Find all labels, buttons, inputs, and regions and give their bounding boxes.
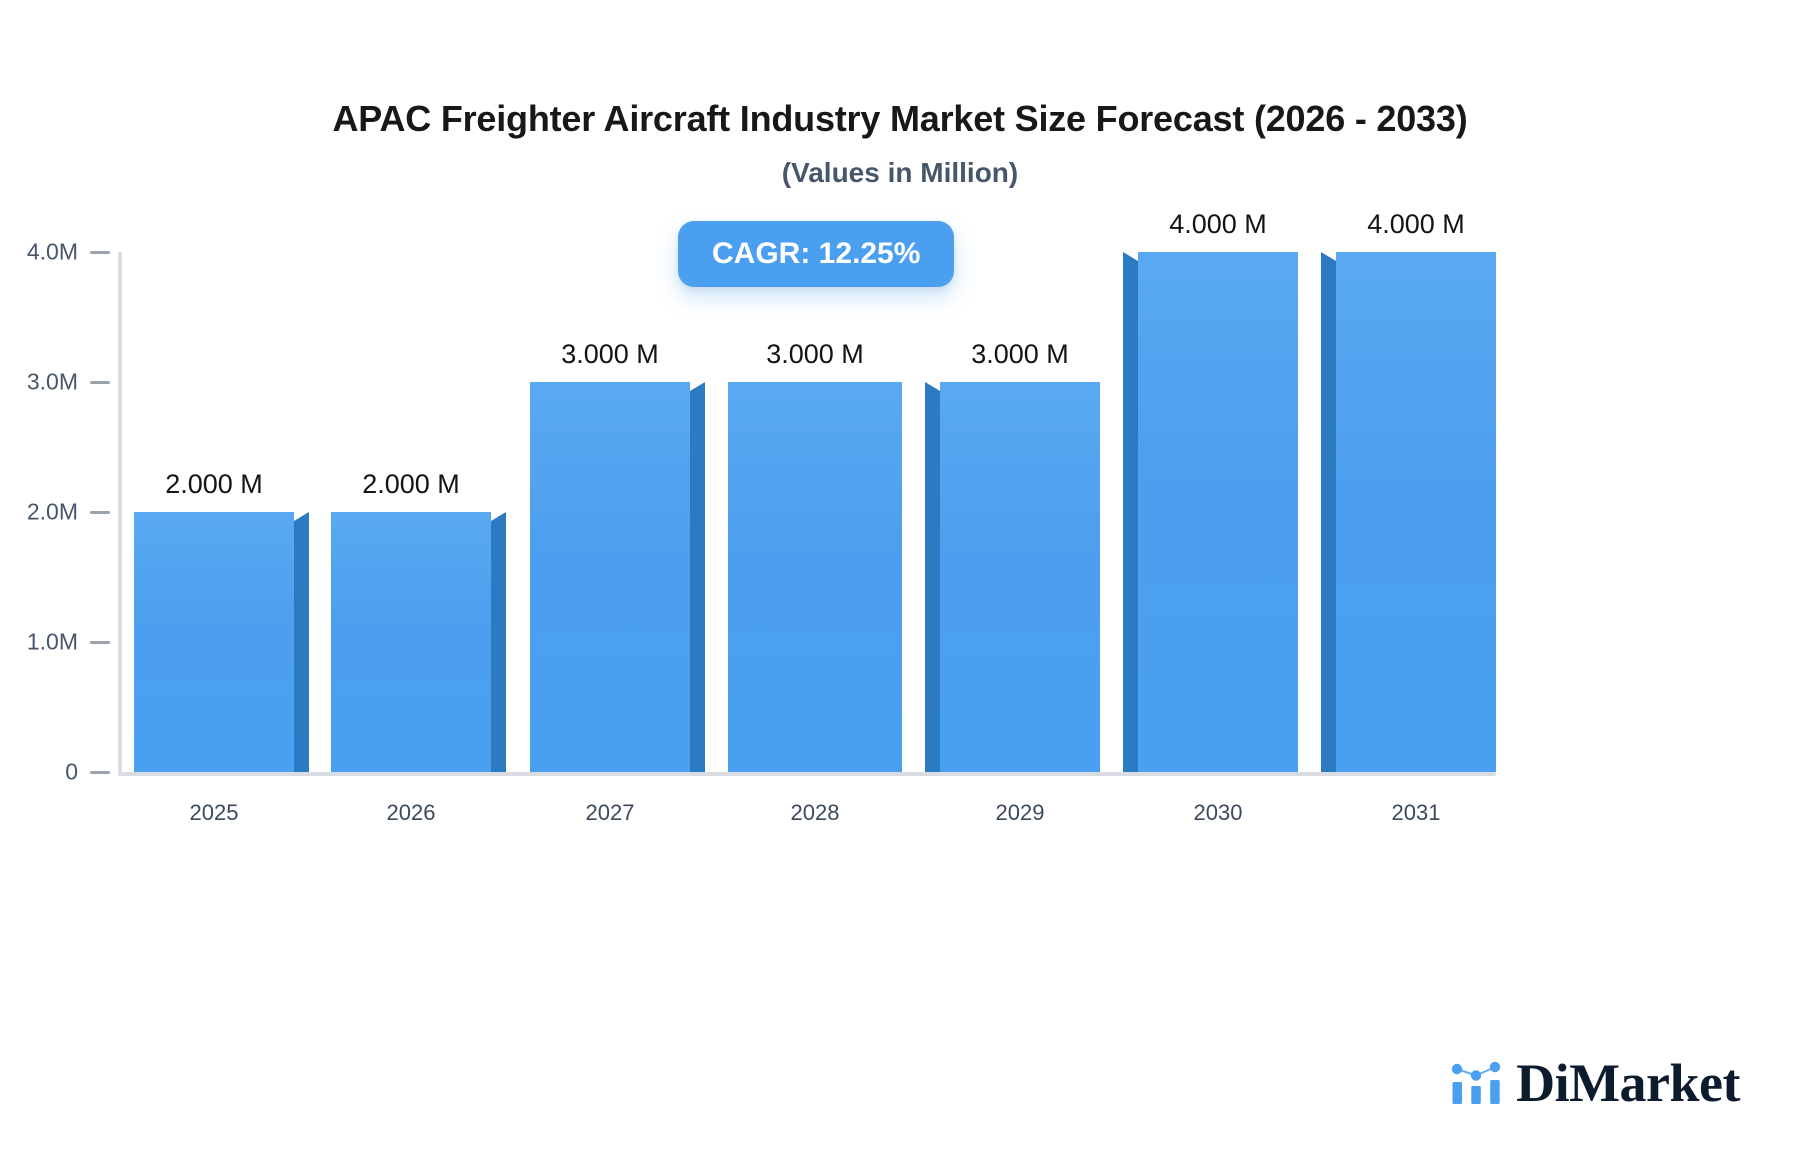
- bar-side-face: [925, 382, 940, 772]
- bar-2031[interactable]: 4.000 M: [1321, 209, 1496, 772]
- cagr-badge: CAGR: 12.25%: [678, 221, 955, 287]
- x-axis-label-2029: 2029: [995, 800, 1045, 825]
- y-tick-mark: [90, 251, 110, 254]
- y-axis-label-0: 0: [65, 758, 78, 785]
- y-tick-mark: [90, 381, 110, 384]
- y-tick-mark: [90, 771, 110, 774]
- x-axis-label-2028: 2028: [790, 800, 840, 825]
- y-axis-label-4: 4.0M: [26, 238, 78, 265]
- x-axis-label-2027: 2027: [585, 800, 635, 825]
- bar-front-face: [1336, 252, 1496, 772]
- bar-value-label: 4.000 M: [1169, 209, 1267, 239]
- page-title: APAC Freighter Aircraft Industry Market …: [332, 98, 1468, 139]
- x-axis-label-2026: 2026: [386, 800, 436, 825]
- chart-subtitle: (Values in Million): [781, 157, 1019, 189]
- plot-area: 4.0M 3.0M 2.0M 1.0M 0 2.000 M: [27, 209, 1496, 825]
- y-axis-label-3: 3.0M: [26, 368, 78, 395]
- bar-front-face: [331, 512, 491, 772]
- bar-side-face: [294, 512, 309, 772]
- bar-value-label: 2.000 M: [165, 469, 263, 499]
- bar-side-face: [1123, 252, 1138, 772]
- bar-value-label: 3.000 M: [766, 339, 864, 369]
- bar-front-face: [134, 512, 294, 772]
- bar-side-face: [1321, 252, 1336, 772]
- x-axis-line: [118, 772, 1496, 776]
- bar-front-face: [940, 382, 1100, 772]
- bar-2025[interactable]: 2.000 M: [134, 469, 309, 772]
- y-tick-mark: [90, 511, 110, 514]
- bar-front-face: [530, 382, 690, 772]
- x-axis-label-2030: 2030: [1193, 800, 1243, 825]
- bar-front-face: [728, 382, 902, 772]
- bar-chart-icon: [1451, 1061, 1501, 1104]
- bar-value-label: 4.000 M: [1367, 209, 1465, 239]
- bar-2028[interactable]: 3.000 M: [728, 339, 902, 772]
- bar-2026[interactable]: 2.000 M: [331, 469, 506, 772]
- y-tick-mark: [90, 641, 110, 644]
- brand-logo: DiMarket: [1450, 1056, 1740, 1110]
- bar-value-label: 3.000 M: [561, 339, 659, 369]
- bar-front-face: [1138, 252, 1298, 772]
- y-axis-label-2: 2.0M: [26, 498, 78, 525]
- y-axis-line: [118, 252, 122, 772]
- bar-value-label: 2.000 M: [362, 469, 460, 499]
- bar-value-label: 3.000 M: [971, 339, 1069, 369]
- title-block: APAC Freighter Aircraft Industry Market …: [0, 98, 1800, 190]
- bar-2029[interactable]: 3.000 M: [925, 339, 1100, 772]
- bar-2030[interactable]: 4.000 M: [1123, 209, 1298, 772]
- bar-side-face: [690, 382, 705, 772]
- y-axis-label-1: 1.0M: [26, 628, 78, 655]
- bar-series: 2.000 M 2.000 M 3.000 M 3.000 M: [118, 209, 1496, 772]
- x-axis-label-2025: 2025: [189, 800, 239, 825]
- bar-2027[interactable]: 3.000 M: [530, 339, 705, 772]
- brand-name: DiMarket: [1516, 1053, 1740, 1113]
- bar-side-face: [491, 512, 506, 772]
- x-axis-label-2031: 2031: [1391, 800, 1441, 825]
